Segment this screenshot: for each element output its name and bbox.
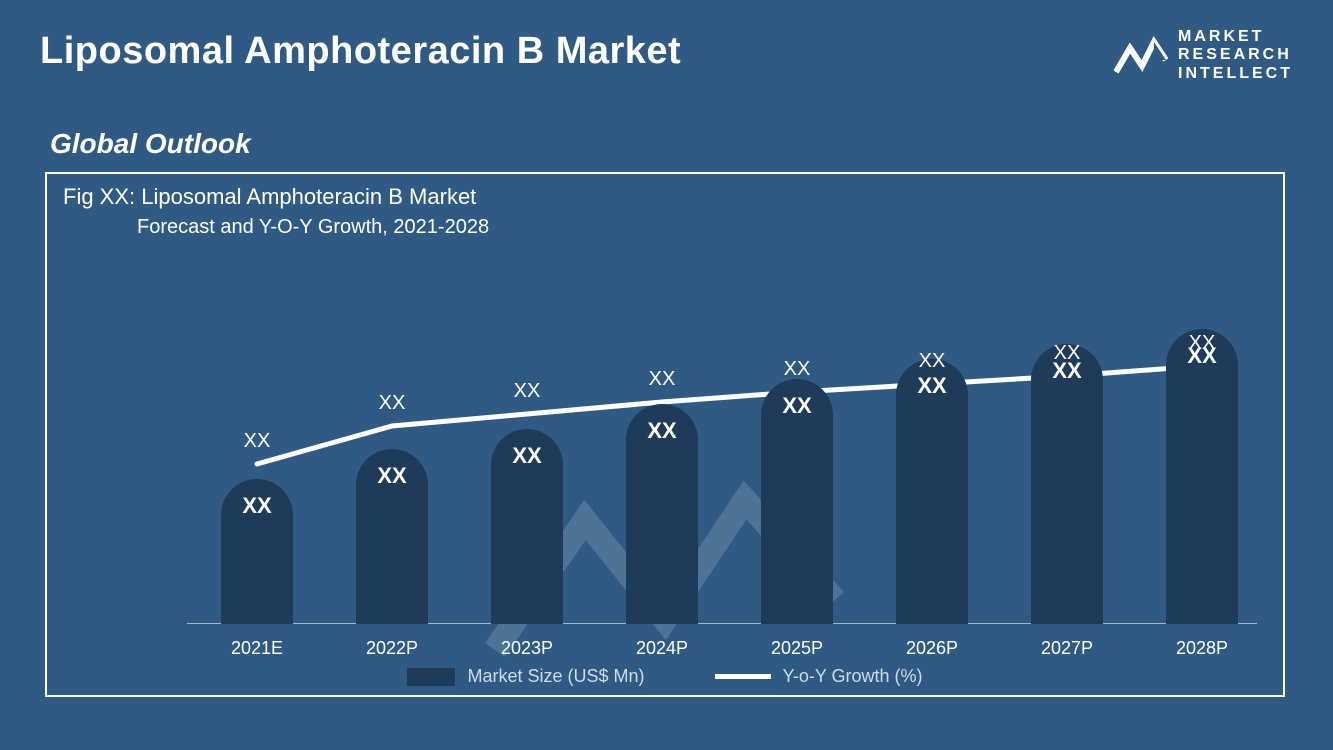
legend-item-bar: Market Size (US$ Mn): [407, 666, 644, 687]
page-root: Liposomal Amphoteracin B Market MARKET R…: [0, 0, 1333, 750]
bar: XX: [221, 479, 293, 624]
x-axis-label: 2024P: [612, 638, 712, 659]
logo-text: MARKET RESEARCH INTELLECT: [1178, 28, 1293, 83]
bar-value-label: XX: [356, 463, 428, 489]
bar: XX: [1031, 344, 1103, 624]
brand-logo: MARKET RESEARCH INTELLECT: [1114, 28, 1293, 83]
line-point-label: XX: [497, 380, 557, 403]
chart-container: Fig XX: Liposomal Amphoteracin B Market …: [45, 172, 1285, 697]
line-point-label: XX: [767, 358, 827, 381]
bar-shape: XX: [761, 379, 833, 624]
bar-value-label: XX: [221, 493, 293, 519]
legend-swatch-bar: [407, 668, 455, 686]
bar: XX: [1166, 329, 1238, 624]
figure-sublabel: Forecast and Y-O-Y Growth, 2021-2028: [137, 216, 489, 239]
line-point-label: XX: [902, 350, 962, 373]
logo-mark-icon: [1114, 34, 1168, 78]
logo-line2: RESEARCH: [1178, 46, 1293, 64]
plot-area: XX2021EXXXX2022PXXXX2023PXXXX2024PXXXX20…: [187, 254, 1257, 624]
logo-line1: MARKET: [1178, 28, 1293, 46]
bar-shape: XX: [1166, 329, 1238, 624]
bar: XX: [491, 429, 563, 624]
line-point-label: XX: [227, 430, 287, 453]
logo-line3: INTELLECT: [1178, 65, 1293, 83]
x-axis-label: 2028P: [1152, 638, 1252, 659]
legend-swatch-line: [715, 674, 771, 679]
bar: XX: [761, 379, 833, 624]
line-point-label: XX: [1172, 332, 1232, 355]
line-point-label: XX: [1037, 342, 1097, 365]
figure-label: Fig XX: Liposomal Amphoteracin B Market: [63, 184, 476, 210]
x-axis-label: 2022P: [342, 638, 442, 659]
legend-label-bar: Market Size (US$ Mn): [467, 666, 644, 687]
bar-shape: XX: [1031, 344, 1103, 624]
bar-shape: XX: [491, 429, 563, 624]
bar: XX: [896, 359, 968, 624]
page-title: Liposomal Amphoteracin B Market: [40, 30, 1293, 73]
bar-shape: XX: [626, 404, 698, 624]
page-subtitle: Global Outlook: [50, 128, 1293, 160]
line-point-label: XX: [632, 368, 692, 391]
bar-value-label: XX: [491, 443, 563, 469]
line-point-label: XX: [362, 392, 422, 415]
legend-label-line: Y-o-Y Growth (%): [783, 666, 923, 687]
bar-value-label: XX: [761, 393, 833, 419]
chart-legend: Market Size (US$ Mn) Y-o-Y Growth (%): [47, 666, 1283, 687]
bar-shape: XX: [221, 479, 293, 624]
x-axis-label: 2021E: [207, 638, 307, 659]
x-axis-label: 2026P: [882, 638, 982, 659]
x-axis-label: 2027P: [1017, 638, 1117, 659]
bar: XX: [626, 404, 698, 624]
bar-value-label: XX: [626, 418, 698, 444]
legend-item-line: Y-o-Y Growth (%): [715, 666, 923, 687]
x-axis-label: 2025P: [747, 638, 847, 659]
bar-shape: XX: [356, 449, 428, 624]
bar: XX: [356, 449, 428, 624]
bar-value-label: XX: [896, 373, 968, 399]
bar-shape: XX: [896, 359, 968, 624]
x-axis-label: 2023P: [477, 638, 577, 659]
